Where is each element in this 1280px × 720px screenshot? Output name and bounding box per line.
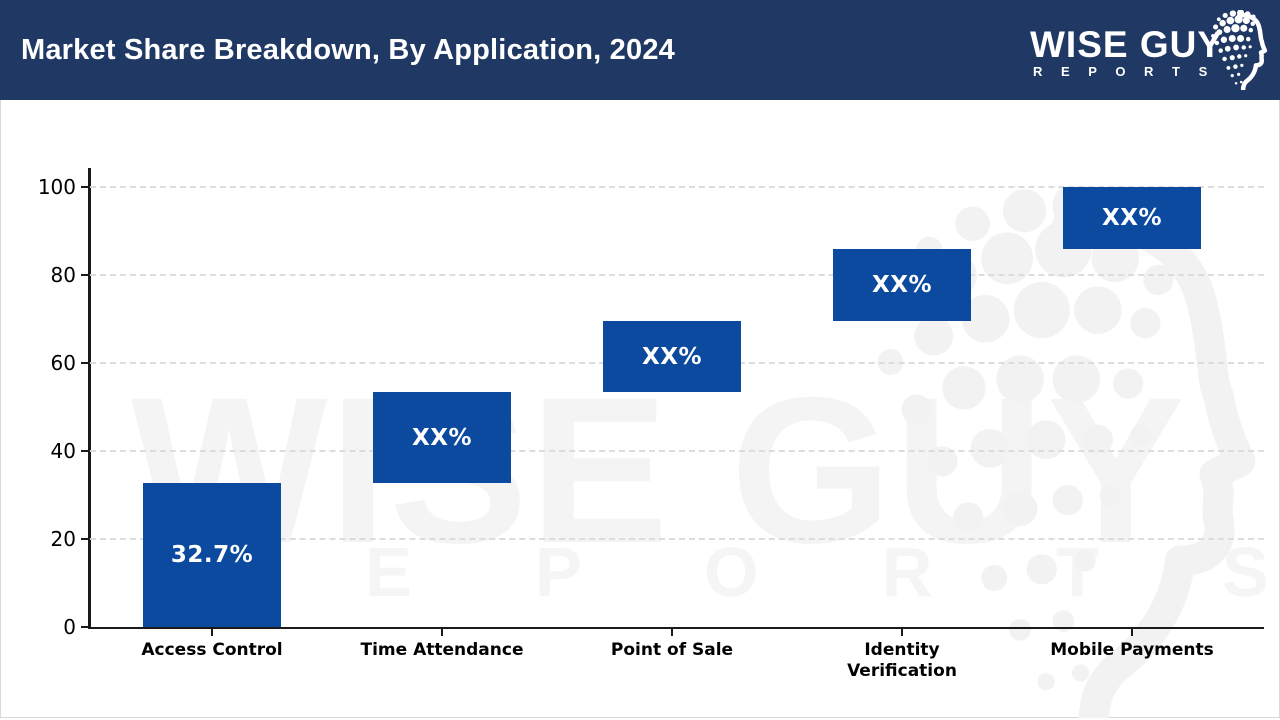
logo-subtitle: R E P O R T S (1033, 64, 1215, 79)
y-tick-label: 20 (50, 526, 76, 551)
y-axis-line (88, 168, 91, 629)
bar-value-label: XX% (641, 343, 702, 370)
x-tick-mark (671, 628, 673, 636)
x-tick-mark (211, 628, 213, 636)
watermark-subtext: R E P O R T S (191, 533, 1280, 611)
x-axis-line (88, 626, 1264, 629)
bar-value-label: 32.7% (170, 542, 254, 569)
bar-value-label: XX% (1101, 204, 1162, 231)
bar-time-attendance: XX% (373, 392, 511, 484)
x-tick-mark (441, 628, 443, 636)
gridline (90, 185, 1264, 188)
y-tick-label: 60 (50, 350, 76, 375)
plot-area: 0 20 40 60 80 100 32.7% Access Control XX% Time A… (38, 168, 1264, 681)
y-tick-mark (81, 185, 89, 188)
gridline (90, 273, 1264, 276)
y-tick-label: 80 (50, 262, 76, 287)
gridline (90, 449, 1264, 452)
wise-guy-logo: WISE GUY R E P O R T S (1030, 8, 1266, 92)
y-tick-mark (81, 273, 89, 276)
x-tick-label: Mobile Payments (1050, 640, 1214, 660)
y-tick-mark (81, 626, 89, 628)
chart-title: Market Share Breakdown, By Application, … (21, 33, 675, 66)
gridline (90, 537, 1264, 540)
bar-point-of-sale: XX% (603, 320, 741, 393)
bar-identity-verification: XX% (833, 248, 971, 321)
x-tick-mark (901, 628, 903, 636)
x-tick-label: Time Attendance (360, 640, 524, 660)
y-tick-label: 40 (50, 438, 76, 463)
x-tick-label: Point of Sale (610, 640, 734, 660)
y-tick-mark (81, 449, 89, 452)
y-tick-mark (81, 361, 89, 364)
x-tick-label: Identity Verification (847, 640, 957, 681)
logo-face-icon (1206, 10, 1270, 90)
y-tick-mark (81, 537, 89, 540)
y-tick-label: 0 (63, 615, 76, 639)
bar-mobile-payments: XX% (1063, 186, 1201, 249)
bar-access-control: 32.7% (143, 483, 281, 627)
y-tick-label: 100 (37, 174, 76, 199)
bar-value-label: XX% (411, 424, 472, 451)
header-bar: Market Share Breakdown, By Application, … (0, 0, 1280, 100)
x-tick-mark (1131, 628, 1133, 636)
chart-canvas: WISE GUY R E P O R T S 0 20 40 60 80 100 32.7%… (1, 100, 1280, 718)
logo-wordmark: WISE GUY (1030, 24, 1224, 65)
x-tick-label: Access Control (141, 640, 283, 660)
bar-value-label: XX% (871, 271, 932, 298)
